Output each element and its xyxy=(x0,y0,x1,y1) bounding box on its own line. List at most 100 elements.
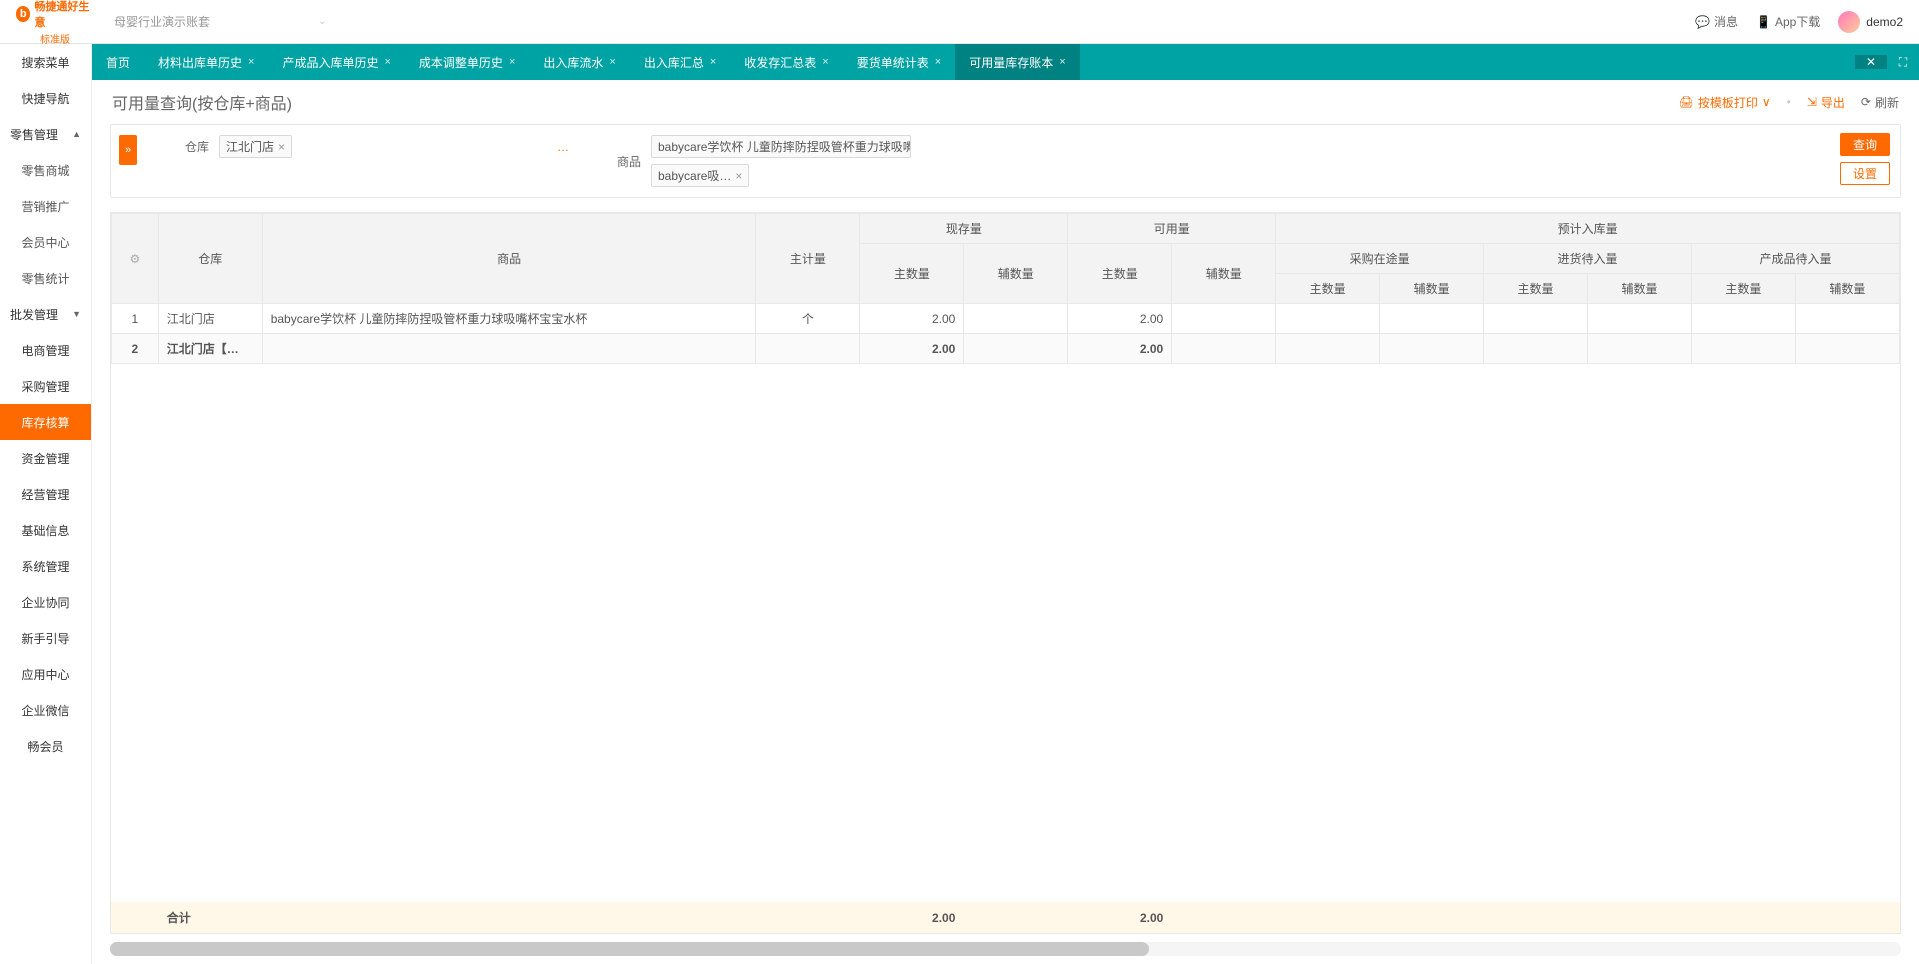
sidebar-item[interactable]: 电商管理 xyxy=(0,332,91,368)
query-button[interactable]: 查询 xyxy=(1840,133,1890,156)
filter-chip[interactable]: 江北门店× xyxy=(219,135,292,158)
col-expected-in: 预计入库量 xyxy=(1276,214,1900,244)
sidebar-item[interactable]: 零售管理▲ xyxy=(0,116,91,152)
filter-chip[interactable]: babycare吸…× xyxy=(651,164,749,187)
close-icon[interactable]: × xyxy=(278,140,285,154)
sidebar-item-label: 经营管理 xyxy=(21,486,69,503)
col-fp-aux[interactable]: 辅数量 xyxy=(1795,274,1899,304)
sidebar-item[interactable]: 营销推广 xyxy=(0,188,91,224)
close-icon[interactable]: × xyxy=(509,56,515,68)
close-all-tabs-button[interactable]: ✕ xyxy=(1855,55,1887,69)
tab[interactable]: 收发存汇总表 × xyxy=(730,44,842,80)
tab-label: 出入库汇总 xyxy=(644,54,704,71)
sidebar-item[interactable]: 库存核算 xyxy=(0,404,91,440)
col-avail-main[interactable]: 主数量 xyxy=(1068,244,1172,304)
col-pt-main[interactable]: 主数量 xyxy=(1276,274,1380,304)
filter-product-label: 商品 xyxy=(581,153,641,170)
col-current-stock: 现存量 xyxy=(860,214,1068,244)
tab[interactable]: 要货单统计表× xyxy=(843,44,955,80)
account-selector[interactable]: 母婴行业演示账套 ⌄ xyxy=(114,13,1695,30)
cell-warehouse: 江北门店 xyxy=(158,304,262,334)
tab[interactable]: 材料出库单历史 × xyxy=(144,44,268,80)
close-icon[interactable]: × xyxy=(822,56,828,68)
tab[interactable]: 成本调整单历史× xyxy=(405,44,529,80)
tab[interactable]: 产成品入库单历史× xyxy=(268,44,404,80)
tab-label: 出入库流水 xyxy=(543,54,603,71)
tab-label: 收发存汇总表 xyxy=(744,54,816,71)
scrollbar-thumb[interactable] xyxy=(110,942,1149,956)
filter-warehouse-more[interactable]: … xyxy=(557,140,569,154)
export-button[interactable]: ⇲ 导出 xyxy=(1807,94,1845,111)
sidebar-item[interactable]: 系统管理 xyxy=(0,548,91,584)
sidebar-item[interactable]: 采购管理 xyxy=(0,368,91,404)
app-download-button[interactable]: 📱 App下载 xyxy=(1756,13,1820,30)
sidebar-item[interactable]: 资金管理 xyxy=(0,440,91,476)
filter-bar: » 仓库 江北门店× … 商品 babycare学饮杯 儿童防摔防捏吸管杯重力球… xyxy=(110,124,1901,198)
sidebar-item-label: 搜索菜单 xyxy=(21,54,69,71)
cell-unit: 个 xyxy=(756,304,860,334)
sidebar-item[interactable]: 新手引导 xyxy=(0,620,91,656)
cell-avail-main: 2.00 xyxy=(1068,334,1172,364)
sidebar-item[interactable]: 零售统计 xyxy=(0,260,91,296)
close-icon[interactable]: × xyxy=(935,56,941,68)
col-product[interactable]: 商品 xyxy=(262,214,756,304)
sidebar-item[interactable]: 企业协同 xyxy=(0,584,91,620)
horizontal-scrollbar[interactable] xyxy=(110,942,1901,956)
sidebar-item[interactable]: 应用中心 xyxy=(0,656,91,692)
footer-label: 合计 xyxy=(158,903,262,933)
col-cur-main[interactable]: 主数量 xyxy=(860,244,964,304)
messages-label: 消息 xyxy=(1714,13,1738,30)
filter-chip[interactable]: babycare学饮杯 儿童防摔防捏吸管杯重力球吸嘴杯宝宝水杯× xyxy=(651,135,911,158)
col-ip-main[interactable]: 主数量 xyxy=(1484,274,1588,304)
user-menu[interactable]: demo2 xyxy=(1838,11,1903,33)
fullscreen-button[interactable]: ⛶ xyxy=(1887,55,1919,70)
cell-product: babycare学饮杯 儿童防摔防捏吸管杯重力球吸嘴杯宝宝水杯 xyxy=(262,304,756,334)
close-icon[interactable]: × xyxy=(710,56,716,68)
sidebar-item[interactable]: 经营管理 xyxy=(0,476,91,512)
messages-button[interactable]: 💬 消息 xyxy=(1695,13,1738,30)
tab[interactable]: 出入库流水 × xyxy=(529,44,629,80)
col-main-unit[interactable]: 主计量 xyxy=(756,214,860,304)
close-icon[interactable]: × xyxy=(384,56,390,68)
sidebar-item[interactable]: 零售商城 xyxy=(0,152,91,188)
col-avail-aux[interactable]: 辅数量 xyxy=(1172,244,1276,304)
close-icon[interactable]: × xyxy=(1059,56,1065,68)
sidebar-item[interactable]: 畅会员 xyxy=(0,728,91,764)
sidebar-item[interactable]: 快捷导航 xyxy=(0,80,91,116)
table-row[interactable]: 1江北门店babycare学饮杯 儿童防摔防捏吸管杯重力球吸嘴杯宝宝水杯个2.0… xyxy=(112,304,1900,334)
col-ip-aux[interactable]: 辅数量 xyxy=(1587,274,1691,304)
col-pt-aux[interactable]: 辅数量 xyxy=(1380,274,1484,304)
filter-warehouse-chips[interactable]: 江北门店× xyxy=(219,135,292,158)
col-incoming-pending: 进货待入量 xyxy=(1484,244,1692,274)
refresh-button[interactable]: ⟳ 刷新 xyxy=(1861,94,1899,111)
cell-avail-aux xyxy=(1172,304,1276,334)
tabs-right-controls: ✕ ⛶ xyxy=(1855,44,1919,80)
tab[interactable]: 首页 xyxy=(92,44,144,80)
col-fp-main[interactable]: 主数量 xyxy=(1691,274,1795,304)
sidebar-item[interactable]: 基础信息 xyxy=(0,512,91,548)
sidebar-item[interactable]: 企业微信 xyxy=(0,692,91,728)
cell-warehouse: 江北门店【… xyxy=(158,334,262,364)
filter-expand-toggle[interactable]: » xyxy=(119,135,137,165)
cell-cur-aux xyxy=(964,304,1068,334)
close-icon[interactable]: × xyxy=(735,169,742,183)
sidebar-item[interactable]: 搜索菜单 xyxy=(0,44,91,80)
tab[interactable]: 可用量库存账本× xyxy=(955,44,1079,80)
sidebar-item[interactable]: 会员中心 xyxy=(0,224,91,260)
sidebar-item-label: 应用中心 xyxy=(21,666,69,683)
filter-product-chips[interactable]: babycare学饮杯 儿童防摔防捏吸管杯重力球吸嘴杯宝宝水杯× babycare… xyxy=(651,135,1011,187)
chevron-down-icon: ∨ xyxy=(1762,95,1771,109)
close-icon[interactable]: × xyxy=(248,56,254,68)
print-template-button[interactable]: 🖨 按模板打印 ∨ xyxy=(1679,94,1771,111)
tab[interactable]: 出入库汇总 × xyxy=(630,44,730,80)
settings-button[interactable]: 设置 xyxy=(1840,162,1890,185)
gear-icon[interactable]: ⚙ xyxy=(130,252,141,266)
col-warehouse[interactable]: 仓库 xyxy=(158,214,262,304)
sidebar-item-label: 快捷导航 xyxy=(21,90,69,107)
col-cur-aux[interactable]: 辅数量 xyxy=(964,244,1068,304)
sidebar-item[interactable]: 批发管理▼ xyxy=(0,296,91,332)
export-icon: ⇲ xyxy=(1807,95,1817,109)
close-icon[interactable]: × xyxy=(609,56,615,68)
tab-label: 材料出库单历史 xyxy=(158,54,242,71)
cell-idx: 2 xyxy=(112,334,159,364)
